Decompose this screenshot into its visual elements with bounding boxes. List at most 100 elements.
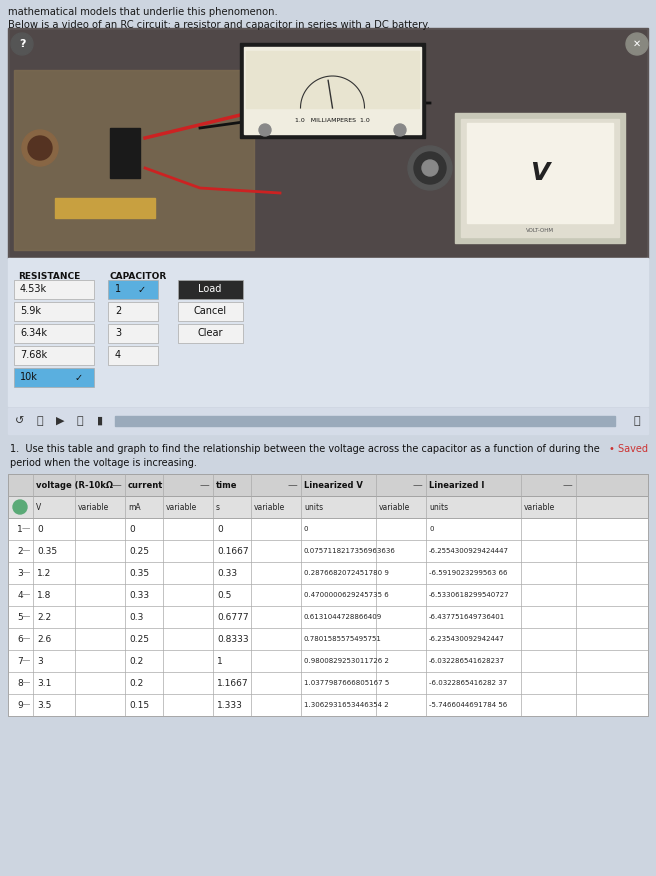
Text: current: current	[128, 481, 163, 490]
Bar	[14, 302, 94, 321]
Text: 1.8: 1.8	[37, 590, 51, 599]
Bar	[108, 324, 158, 343]
Text: Cancel: Cancel	[194, 307, 226, 316]
Bar	[8, 496, 648, 518]
Circle shape	[408, 146, 452, 190]
Text: 8: 8	[17, 679, 23, 688]
Bar	[108, 280, 158, 299]
Text: 2: 2	[17, 547, 23, 555]
Text: units: units	[304, 503, 323, 512]
Text: ✓: ✓	[138, 285, 146, 294]
Text: 1.  Use this table and graph to find the relationship between the voltage across: 1. Use this table and graph to find the …	[10, 444, 600, 454]
Text: 0: 0	[37, 525, 43, 533]
Text: voltage (R-10kΩ: voltage (R-10kΩ	[36, 481, 113, 490]
Text: ⏮: ⏮	[37, 416, 43, 426]
Text: 6: 6	[17, 634, 23, 644]
Text: 0.6131044728866409: 0.6131044728866409	[304, 614, 382, 620]
Bar	[8, 474, 648, 716]
Text: 0: 0	[429, 526, 434, 532]
Text: 0.35: 0.35	[129, 569, 149, 577]
Text: 7: 7	[17, 656, 23, 666]
Text: 0.9800829253011726 2: 0.9800829253011726 2	[304, 658, 389, 664]
Text: 1: 1	[17, 525, 23, 533]
Text: -5.7466044691784 56: -5.7466044691784 56	[429, 702, 507, 708]
Text: —: —	[562, 480, 572, 490]
Text: 2: 2	[115, 307, 121, 316]
Text: —: —	[22, 612, 30, 621]
Text: 5: 5	[17, 612, 23, 621]
Text: 9: 9	[17, 701, 23, 710]
Text: —: —	[22, 679, 30, 688]
Bar	[461, 119, 619, 237]
Text: 4: 4	[115, 350, 121, 361]
Text: —: —	[287, 480, 297, 490]
Bar	[14, 346, 94, 365]
Text: 3: 3	[37, 656, 43, 666]
Text: 2.2: 2.2	[37, 612, 51, 621]
Bar	[240, 43, 425, 138]
Text: 1.333: 1.333	[217, 701, 243, 710]
Text: —: —	[199, 480, 209, 490]
Text: mathematical models that underlie this phenomenon.: mathematical models that underlie this p…	[8, 7, 277, 17]
Text: 0.35: 0.35	[37, 547, 57, 555]
Text: time: time	[216, 481, 237, 490]
Circle shape	[22, 130, 58, 166]
Text: 3: 3	[115, 328, 121, 338]
Text: 0: 0	[304, 526, 308, 532]
Text: variable: variable	[254, 503, 285, 512]
Text: Linearized I: Linearized I	[429, 481, 484, 490]
Bar	[10, 30, 646, 256]
Text: ⏭: ⏭	[77, 416, 83, 426]
Text: CAPACITOR: CAPACITOR	[110, 272, 167, 281]
Text: 1.1667: 1.1667	[217, 679, 249, 688]
Text: 0.2: 0.2	[129, 679, 143, 688]
Text: 0: 0	[129, 525, 134, 533]
Text: 0.6777: 0.6777	[217, 612, 249, 621]
Bar	[178, 302, 243, 321]
Text: -6.032286541628237: -6.032286541628237	[429, 658, 505, 664]
Text: —: —	[22, 701, 30, 710]
Bar	[8, 258, 648, 406]
Text: 0.2: 0.2	[129, 656, 143, 666]
Text: 0.8333: 0.8333	[217, 634, 249, 644]
Bar	[14, 280, 94, 299]
Bar	[108, 302, 158, 321]
Text: 4.53k: 4.53k	[20, 285, 47, 294]
Text: variable: variable	[166, 503, 197, 512]
Text: -6.2554300929424447: -6.2554300929424447	[429, 548, 509, 554]
Text: —: —	[22, 569, 30, 577]
Text: Linearized V: Linearized V	[304, 481, 363, 490]
Text: ▶: ▶	[56, 416, 64, 426]
Text: period when the voltage is increasing.: period when the voltage is increasing.	[10, 458, 197, 468]
Text: 0.5: 0.5	[217, 590, 232, 599]
Text: ▮: ▮	[97, 416, 103, 426]
Text: 1: 1	[115, 285, 121, 294]
Text: variable: variable	[78, 503, 110, 512]
Bar	[8, 28, 648, 258]
Bar	[467, 123, 613, 223]
Text: —: —	[22, 525, 30, 533]
Text: VOLT-OHM: VOLT-OHM	[526, 229, 554, 234]
Text: Below is a video of an RC circuit: a resistor and capacitor in series with a DC : Below is a video of an RC circuit: a res…	[8, 20, 430, 30]
Circle shape	[13, 500, 27, 514]
Text: ✓: ✓	[75, 372, 83, 383]
Bar	[14, 70, 254, 250]
Text: 0.33: 0.33	[129, 590, 149, 599]
Circle shape	[259, 124, 271, 136]
Circle shape	[414, 152, 446, 184]
Bar	[8, 474, 648, 496]
Circle shape	[422, 160, 438, 176]
Text: 10k: 10k	[20, 372, 38, 383]
Text: 0.0757118217356963636: 0.0757118217356963636	[304, 548, 396, 554]
Text: ?: ?	[19, 39, 25, 49]
Bar	[244, 47, 421, 134]
Text: 0.15: 0.15	[129, 701, 149, 710]
Text: -6.437751649736401: -6.437751649736401	[429, 614, 505, 620]
Bar	[246, 51, 419, 108]
Text: V: V	[530, 161, 550, 185]
Circle shape	[394, 124, 406, 136]
Text: 1.0377987666805167 5: 1.0377987666805167 5	[304, 680, 389, 686]
Text: 0.25: 0.25	[129, 547, 149, 555]
Text: 1.0   MILLIAMPERES  1.0: 1.0 MILLIAMPERES 1.0	[295, 117, 370, 123]
Text: variable: variable	[524, 503, 555, 512]
